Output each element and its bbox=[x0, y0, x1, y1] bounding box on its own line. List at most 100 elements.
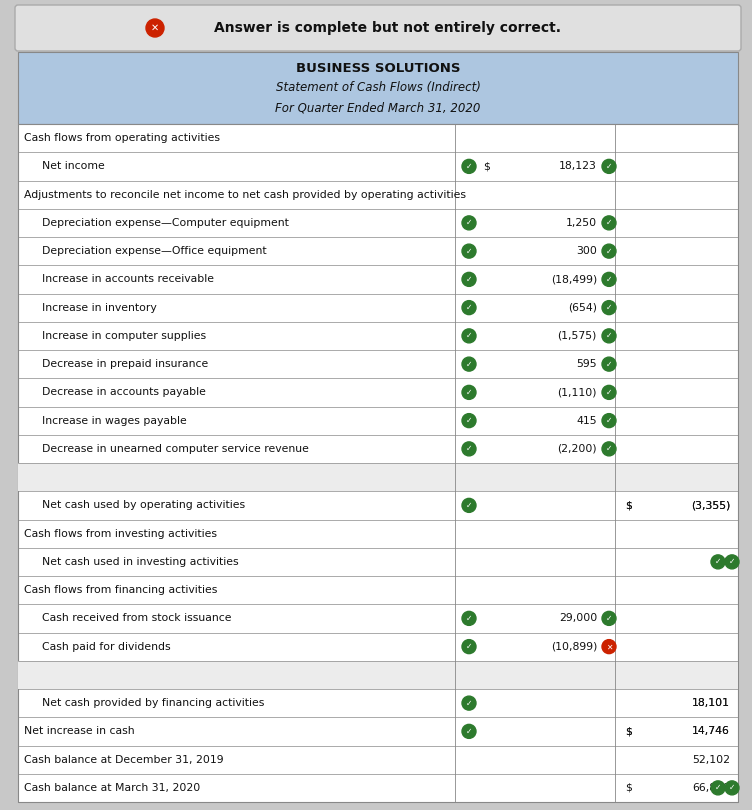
Text: ✓: ✓ bbox=[606, 219, 612, 228]
Text: Cash received from stock issuance: Cash received from stock issuance bbox=[42, 613, 232, 624]
Text: Net income: Net income bbox=[42, 161, 105, 172]
Text: Decrease in accounts payable: Decrease in accounts payable bbox=[42, 387, 206, 398]
Bar bbox=[18, 661, 738, 689]
Text: 66,848: 66,848 bbox=[692, 783, 730, 793]
Text: 18,101: 18,101 bbox=[692, 698, 730, 708]
Text: 1,250: 1,250 bbox=[566, 218, 597, 228]
Text: ✓: ✓ bbox=[465, 219, 472, 228]
Circle shape bbox=[462, 386, 476, 399]
Circle shape bbox=[462, 442, 476, 456]
Text: ✓: ✓ bbox=[465, 642, 472, 651]
Circle shape bbox=[462, 301, 476, 314]
Bar bbox=[18, 52, 738, 124]
Circle shape bbox=[462, 216, 476, 230]
Text: Net cash used in investing activities: Net cash used in investing activities bbox=[42, 557, 238, 567]
Text: Increase in inventory: Increase in inventory bbox=[42, 303, 156, 313]
Text: ✓: ✓ bbox=[606, 275, 612, 284]
Text: ✓: ✓ bbox=[729, 557, 735, 566]
Circle shape bbox=[725, 781, 739, 795]
Text: Increase in computer supplies: Increase in computer supplies bbox=[42, 330, 206, 341]
Text: ✓: ✓ bbox=[715, 557, 721, 566]
Text: 14,746: 14,746 bbox=[692, 727, 730, 736]
Text: ✕: ✕ bbox=[606, 642, 612, 651]
Circle shape bbox=[462, 640, 476, 654]
Circle shape bbox=[602, 216, 616, 230]
Circle shape bbox=[602, 272, 616, 287]
Text: ✓: ✓ bbox=[606, 246, 612, 256]
Text: Cash flows from investing activities: Cash flows from investing activities bbox=[24, 529, 217, 539]
Circle shape bbox=[602, 329, 616, 343]
Text: ✕: ✕ bbox=[151, 23, 159, 33]
Circle shape bbox=[725, 555, 739, 569]
Text: ✓: ✓ bbox=[465, 388, 472, 397]
Circle shape bbox=[602, 442, 616, 456]
Text: Cash flows from operating activities: Cash flows from operating activities bbox=[24, 133, 220, 143]
Text: $: $ bbox=[625, 727, 632, 736]
Text: $: $ bbox=[625, 783, 632, 793]
Text: 415: 415 bbox=[576, 416, 597, 425]
Text: ✓: ✓ bbox=[729, 783, 735, 792]
Circle shape bbox=[462, 612, 476, 625]
Text: Net cash used by operating activities: Net cash used by operating activities bbox=[42, 501, 245, 510]
Text: 18,101: 18,101 bbox=[692, 698, 730, 708]
Text: Decrease in unearned computer service revenue: Decrease in unearned computer service re… bbox=[42, 444, 309, 454]
Text: Answer is complete but not entirely correct.: Answer is complete but not entirely corr… bbox=[214, 21, 562, 35]
Text: ✓: ✓ bbox=[465, 360, 472, 369]
Text: Increase in wages payable: Increase in wages payable bbox=[42, 416, 186, 425]
Text: (3,355): (3,355) bbox=[690, 501, 730, 510]
Text: Depreciation expense—Office equipment: Depreciation expense—Office equipment bbox=[42, 246, 267, 256]
Circle shape bbox=[462, 160, 476, 173]
Text: ✓: ✓ bbox=[465, 727, 472, 735]
Text: (18,499): (18,499) bbox=[550, 275, 597, 284]
Bar bbox=[18, 124, 738, 802]
Text: ✓: ✓ bbox=[465, 501, 472, 509]
Text: Cash flows from financing activities: Cash flows from financing activities bbox=[24, 585, 217, 595]
Text: ✓: ✓ bbox=[465, 614, 472, 623]
Text: Net increase in cash: Net increase in cash bbox=[24, 727, 135, 736]
Circle shape bbox=[462, 357, 476, 371]
Circle shape bbox=[462, 696, 476, 710]
Circle shape bbox=[462, 329, 476, 343]
Text: (10,899): (10,899) bbox=[550, 642, 597, 651]
Text: 29,000: 29,000 bbox=[559, 613, 597, 624]
Circle shape bbox=[462, 724, 476, 739]
Text: ✓: ✓ bbox=[465, 303, 472, 312]
Text: ✓: ✓ bbox=[465, 275, 472, 284]
Circle shape bbox=[602, 357, 616, 371]
Text: ✓: ✓ bbox=[465, 162, 472, 171]
Circle shape bbox=[462, 272, 476, 287]
Text: Increase in accounts receivable: Increase in accounts receivable bbox=[42, 275, 214, 284]
Text: $: $ bbox=[483, 161, 490, 172]
Text: ✓: ✓ bbox=[606, 416, 612, 425]
Circle shape bbox=[602, 301, 616, 314]
Text: ✓: ✓ bbox=[465, 331, 472, 340]
Circle shape bbox=[146, 19, 164, 37]
Text: Depreciation expense—Computer equipment: Depreciation expense—Computer equipment bbox=[42, 218, 289, 228]
Text: 18,123: 18,123 bbox=[559, 161, 597, 172]
Circle shape bbox=[602, 640, 616, 654]
Text: ✓: ✓ bbox=[465, 445, 472, 454]
Text: (1,110): (1,110) bbox=[557, 387, 597, 398]
Bar bbox=[18, 463, 738, 491]
Text: $: $ bbox=[625, 501, 632, 510]
Circle shape bbox=[602, 160, 616, 173]
Circle shape bbox=[462, 244, 476, 258]
Text: Cash balance at December 31, 2019: Cash balance at December 31, 2019 bbox=[24, 755, 223, 765]
Text: ✓: ✓ bbox=[715, 783, 721, 792]
Text: $: $ bbox=[625, 727, 632, 736]
Text: $: $ bbox=[625, 501, 632, 510]
Text: ✓: ✓ bbox=[465, 416, 472, 425]
Text: 595: 595 bbox=[576, 359, 597, 369]
Text: ✓: ✓ bbox=[606, 162, 612, 171]
Text: (1,575): (1,575) bbox=[558, 330, 597, 341]
Circle shape bbox=[602, 244, 616, 258]
Text: ✓: ✓ bbox=[465, 698, 472, 708]
Text: ✓: ✓ bbox=[465, 246, 472, 256]
Text: ✓: ✓ bbox=[606, 614, 612, 623]
Text: BUSINESS SOLUTIONS: BUSINESS SOLUTIONS bbox=[296, 62, 460, 75]
FancyBboxPatch shape bbox=[15, 5, 741, 51]
Text: Adjustments to reconcile net income to net cash provided by operating activities: Adjustments to reconcile net income to n… bbox=[24, 190, 466, 199]
Text: ✓: ✓ bbox=[606, 303, 612, 312]
Circle shape bbox=[462, 414, 476, 428]
Text: ✓: ✓ bbox=[606, 360, 612, 369]
